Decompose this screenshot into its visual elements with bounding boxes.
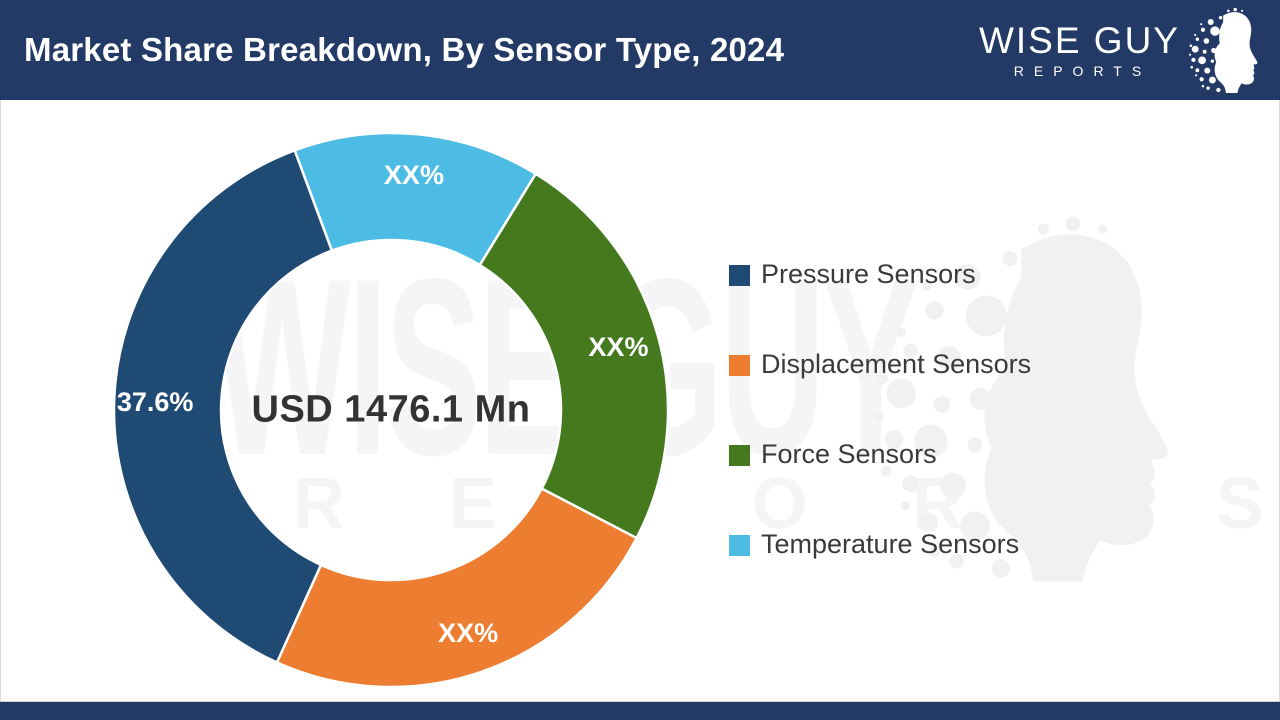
donut-segment-label: XX% <box>438 618 498 648</box>
brand-subtitle: REPORTS <box>1013 63 1152 79</box>
legend-label: Temperature Sensors <box>761 529 1020 560</box>
legend-label: Pressure Sensors <box>761 259 976 290</box>
brand-logo-text: WISE GUY REPORTS <box>979 22 1180 78</box>
donut-chart: 37.6% XX% XX% XX% <box>112 131 670 689</box>
legend-label: Force Sensors <box>761 439 937 470</box>
brand-face-icon <box>1182 7 1260 93</box>
header-bar: Market Share Breakdown, By Sensor Type, … <box>0 0 1280 100</box>
legend-item-temperature-sensors: Temperature Sensors <box>729 528 1031 562</box>
chart-canvas: WISE GUY R E P O R T S 37.6% XX% XX% XX% US… <box>0 100 1280 702</box>
brand-logo: WISE GUY REPORTS <box>979 7 1260 93</box>
donut-segment-label: XX% <box>588 332 648 362</box>
legend-swatch <box>729 534 750 556</box>
donut-center-value: USD 1476.1 Mn <box>251 388 531 431</box>
brand-name: WISE GUY <box>978 20 1180 61</box>
legend-swatch <box>729 264 750 286</box>
legend-item-displacement-sensors: Displacement Sensors <box>729 348 1031 382</box>
donut-segment-label: 37.6% <box>117 387 194 417</box>
legend-swatch <box>729 444 750 466</box>
donut-segment-pressure-sensors <box>112 149 334 664</box>
chart-legend: Pressure Sensors Displacement Sensors Fo… <box>729 258 1031 618</box>
donut-segment-label: XX% <box>384 160 444 190</box>
donut-segment-force-sensors <box>478 172 670 540</box>
legend-swatch <box>729 354 750 376</box>
page-title: Market Share Breakdown, By Sensor Type, … <box>24 31 785 68</box>
legend-item-pressure-sensors: Pressure Sensors <box>729 258 1031 292</box>
legend-item-force-sensors: Force Sensors <box>729 438 1031 472</box>
legend-label: Displacement Sensors <box>761 349 1032 380</box>
footer-bar <box>0 701 1280 720</box>
donut-segment-displacement-sensors <box>275 487 638 689</box>
